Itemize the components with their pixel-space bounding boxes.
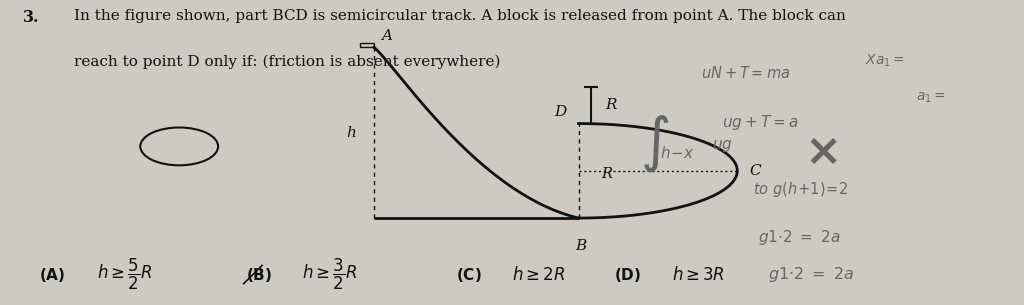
Text: $\mathit{h\!-\!x}$: $\mathit{h\!-\!x}$ xyxy=(660,145,695,160)
Text: $\mathbf{(B)}$: $\mathbf{(B)}$ xyxy=(246,265,272,284)
Text: $\mathit{g1{\cdot}2\ =\ 2a}$: $\mathit{g1{\cdot}2\ =\ 2a}$ xyxy=(758,228,841,247)
Text: $h\geq\dfrac{5}{2}R$: $h\geq\dfrac{5}{2}R$ xyxy=(97,257,153,292)
Text: $\mathit{to\ g(h\!+\!1)\!=\!2}$: $\mathit{to\ g(h\!+\!1)\!=\!2}$ xyxy=(753,180,848,199)
Text: $\mathit{a_1}=$: $\mathit{a_1}=$ xyxy=(916,90,946,105)
Text: C: C xyxy=(750,164,761,178)
Text: $\mathbf{(D)}$: $\mathbf{(D)}$ xyxy=(614,265,642,284)
Text: $\mathbf{\times}$: $\mathbf{\times}$ xyxy=(804,131,838,174)
Text: $\mathit{uN+T = ma}$: $\mathit{uN+T = ma}$ xyxy=(701,65,791,81)
Text: $h\geq 2R$: $h\geq 2R$ xyxy=(512,265,565,284)
Text: $h\geq 3R$: $h\geq 3R$ xyxy=(672,265,725,284)
Text: h: h xyxy=(346,126,356,140)
Text: D: D xyxy=(554,105,566,119)
Text: B: B xyxy=(575,239,586,253)
Text: $\mathit{Xa_1}=$: $\mathit{Xa_1}=$ xyxy=(865,53,905,69)
Text: $\mathit{g1{\cdot}2\ =\ 2a}$: $\mathit{g1{\cdot}2\ =\ 2a}$ xyxy=(768,265,855,284)
Text: $\mathit{ug+T = a}$: $\mathit{ug+T = a}$ xyxy=(722,113,799,131)
Text: R: R xyxy=(605,98,616,112)
Bar xyxy=(360,43,374,47)
Text: $h\geq\dfrac{3}{2}R$: $h\geq\dfrac{3}{2}R$ xyxy=(302,257,357,292)
Text: $\mathit{ug}$: $\mathit{ug}$ xyxy=(712,138,732,154)
Text: $\int$: $\int$ xyxy=(640,113,670,174)
Text: $\mathbf{(A)}$: $\mathbf{(A)}$ xyxy=(39,265,66,284)
Text: 3.: 3. xyxy=(23,9,39,26)
Text: A: A xyxy=(381,29,392,43)
Text: R: R xyxy=(601,167,612,181)
Text: In the figure shown, part BCD is semicircular track. A block is released from po: In the figure shown, part BCD is semicir… xyxy=(74,9,846,23)
Text: reach to point D only if: (friction is absent everywhere): reach to point D only if: (friction is a… xyxy=(74,55,501,69)
Text: $\mathbf{(C)}$: $\mathbf{(C)}$ xyxy=(456,265,481,284)
